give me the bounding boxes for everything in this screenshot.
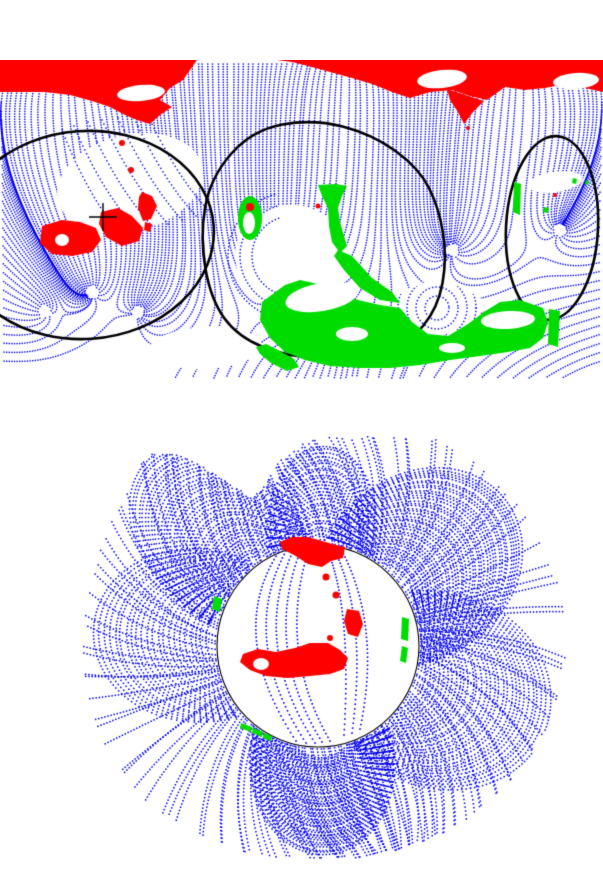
field-line-sphere-panel — [0, 425, 603, 873]
synoptic-map-panel — [0, 60, 603, 380]
